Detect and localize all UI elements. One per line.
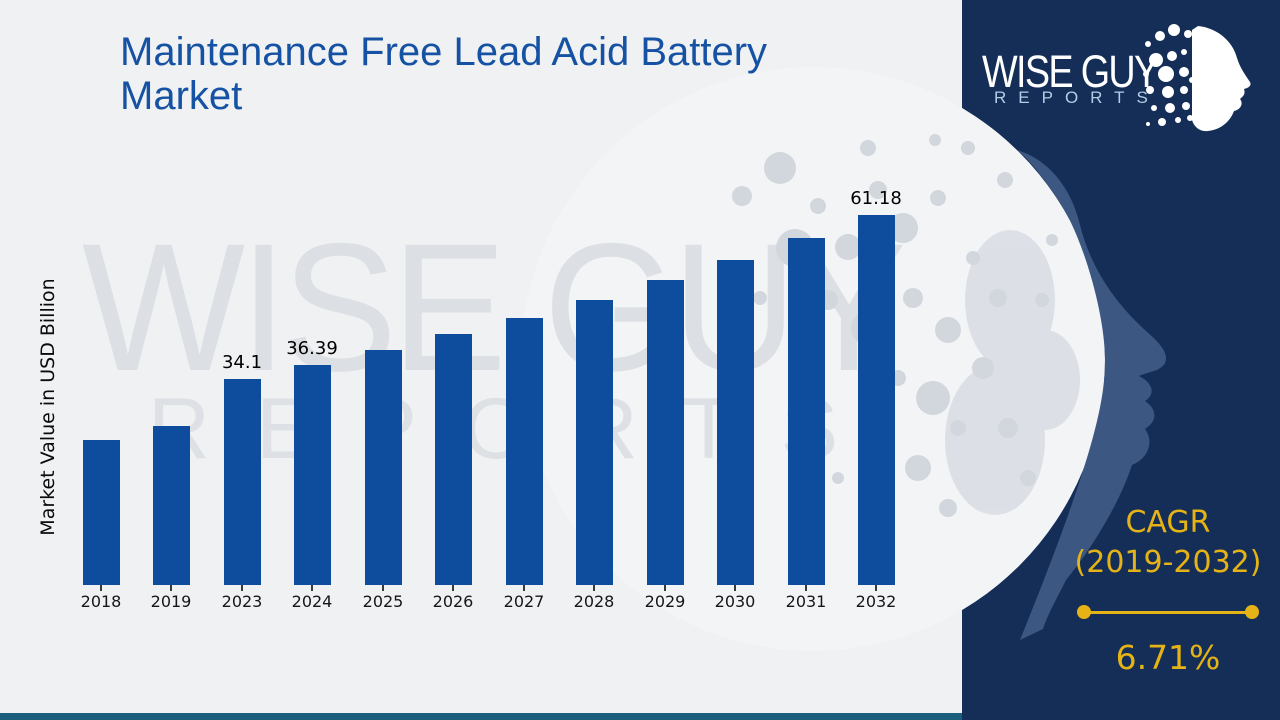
x-axis-label: 2025 [362, 592, 404, 611]
bar-value-label: 61.18 [850, 188, 902, 209]
x-axis-label: 2032 [855, 592, 897, 611]
x-axis-tick [452, 585, 454, 591]
bar [575, 300, 613, 585]
bar [82, 440, 120, 585]
bar [364, 350, 402, 585]
logo-subtitle: REPORTS [994, 88, 1160, 107]
cagr-value: 6.71% [1115, 638, 1221, 677]
x-axis-label: 2031 [785, 592, 827, 611]
logo-wordmark: WISE GUY [982, 46, 1159, 97]
bar [152, 426, 190, 585]
x-axis-label: 2026 [432, 592, 474, 611]
bar [223, 379, 261, 585]
bar [857, 215, 895, 585]
cagr-label: CAGR [1125, 505, 1211, 540]
cagr-block: CAGR (2019-2032) 6.71% [1058, 505, 1278, 674]
cagr-divider [1077, 605, 1259, 619]
x-axis-label: 2024 [291, 592, 333, 611]
x-axis-label: 2023 [221, 592, 263, 611]
x-axis-label: 2027 [503, 592, 545, 611]
x-axis-label: 2028 [573, 592, 615, 611]
bar-value-label: 34.1 [221, 352, 263, 373]
x-axis-tick [311, 585, 313, 591]
x-axis-tick [382, 585, 384, 591]
x-axis-tick [664, 585, 666, 591]
divider-dot-right [1245, 605, 1259, 619]
x-axis-tick [875, 585, 877, 591]
x-axis-tick [734, 585, 736, 591]
x-axis-tick [805, 585, 807, 591]
x-axis-label: 2018 [80, 592, 122, 611]
x-axis-tick [170, 585, 172, 591]
x-axis-tick [100, 585, 102, 591]
bottom-accent-bar [0, 713, 962, 720]
logo-face-icon [1143, 24, 1251, 132]
bar [646, 280, 684, 585]
bar [787, 238, 825, 585]
bar-value-label: 36.39 [286, 338, 338, 359]
x-axis-label: 2030 [714, 592, 756, 611]
bar [505, 318, 543, 585]
page-title: Maintenance Free Lead Acid Battery Marke… [120, 30, 768, 118]
bar [434, 334, 472, 585]
x-axis-tick [241, 585, 243, 591]
x-axis-tick [523, 585, 525, 591]
x-axis-label: 2029 [644, 592, 686, 611]
bar [293, 365, 331, 585]
bar [716, 260, 754, 585]
cagr-range: (2019-2032) [1074, 545, 1262, 580]
x-axis-label: 2019 [150, 592, 192, 611]
watermark-wordmark: WISE GUY [82, 205, 907, 409]
x-axis-tick [593, 585, 595, 591]
divider-line [1083, 611, 1253, 614]
